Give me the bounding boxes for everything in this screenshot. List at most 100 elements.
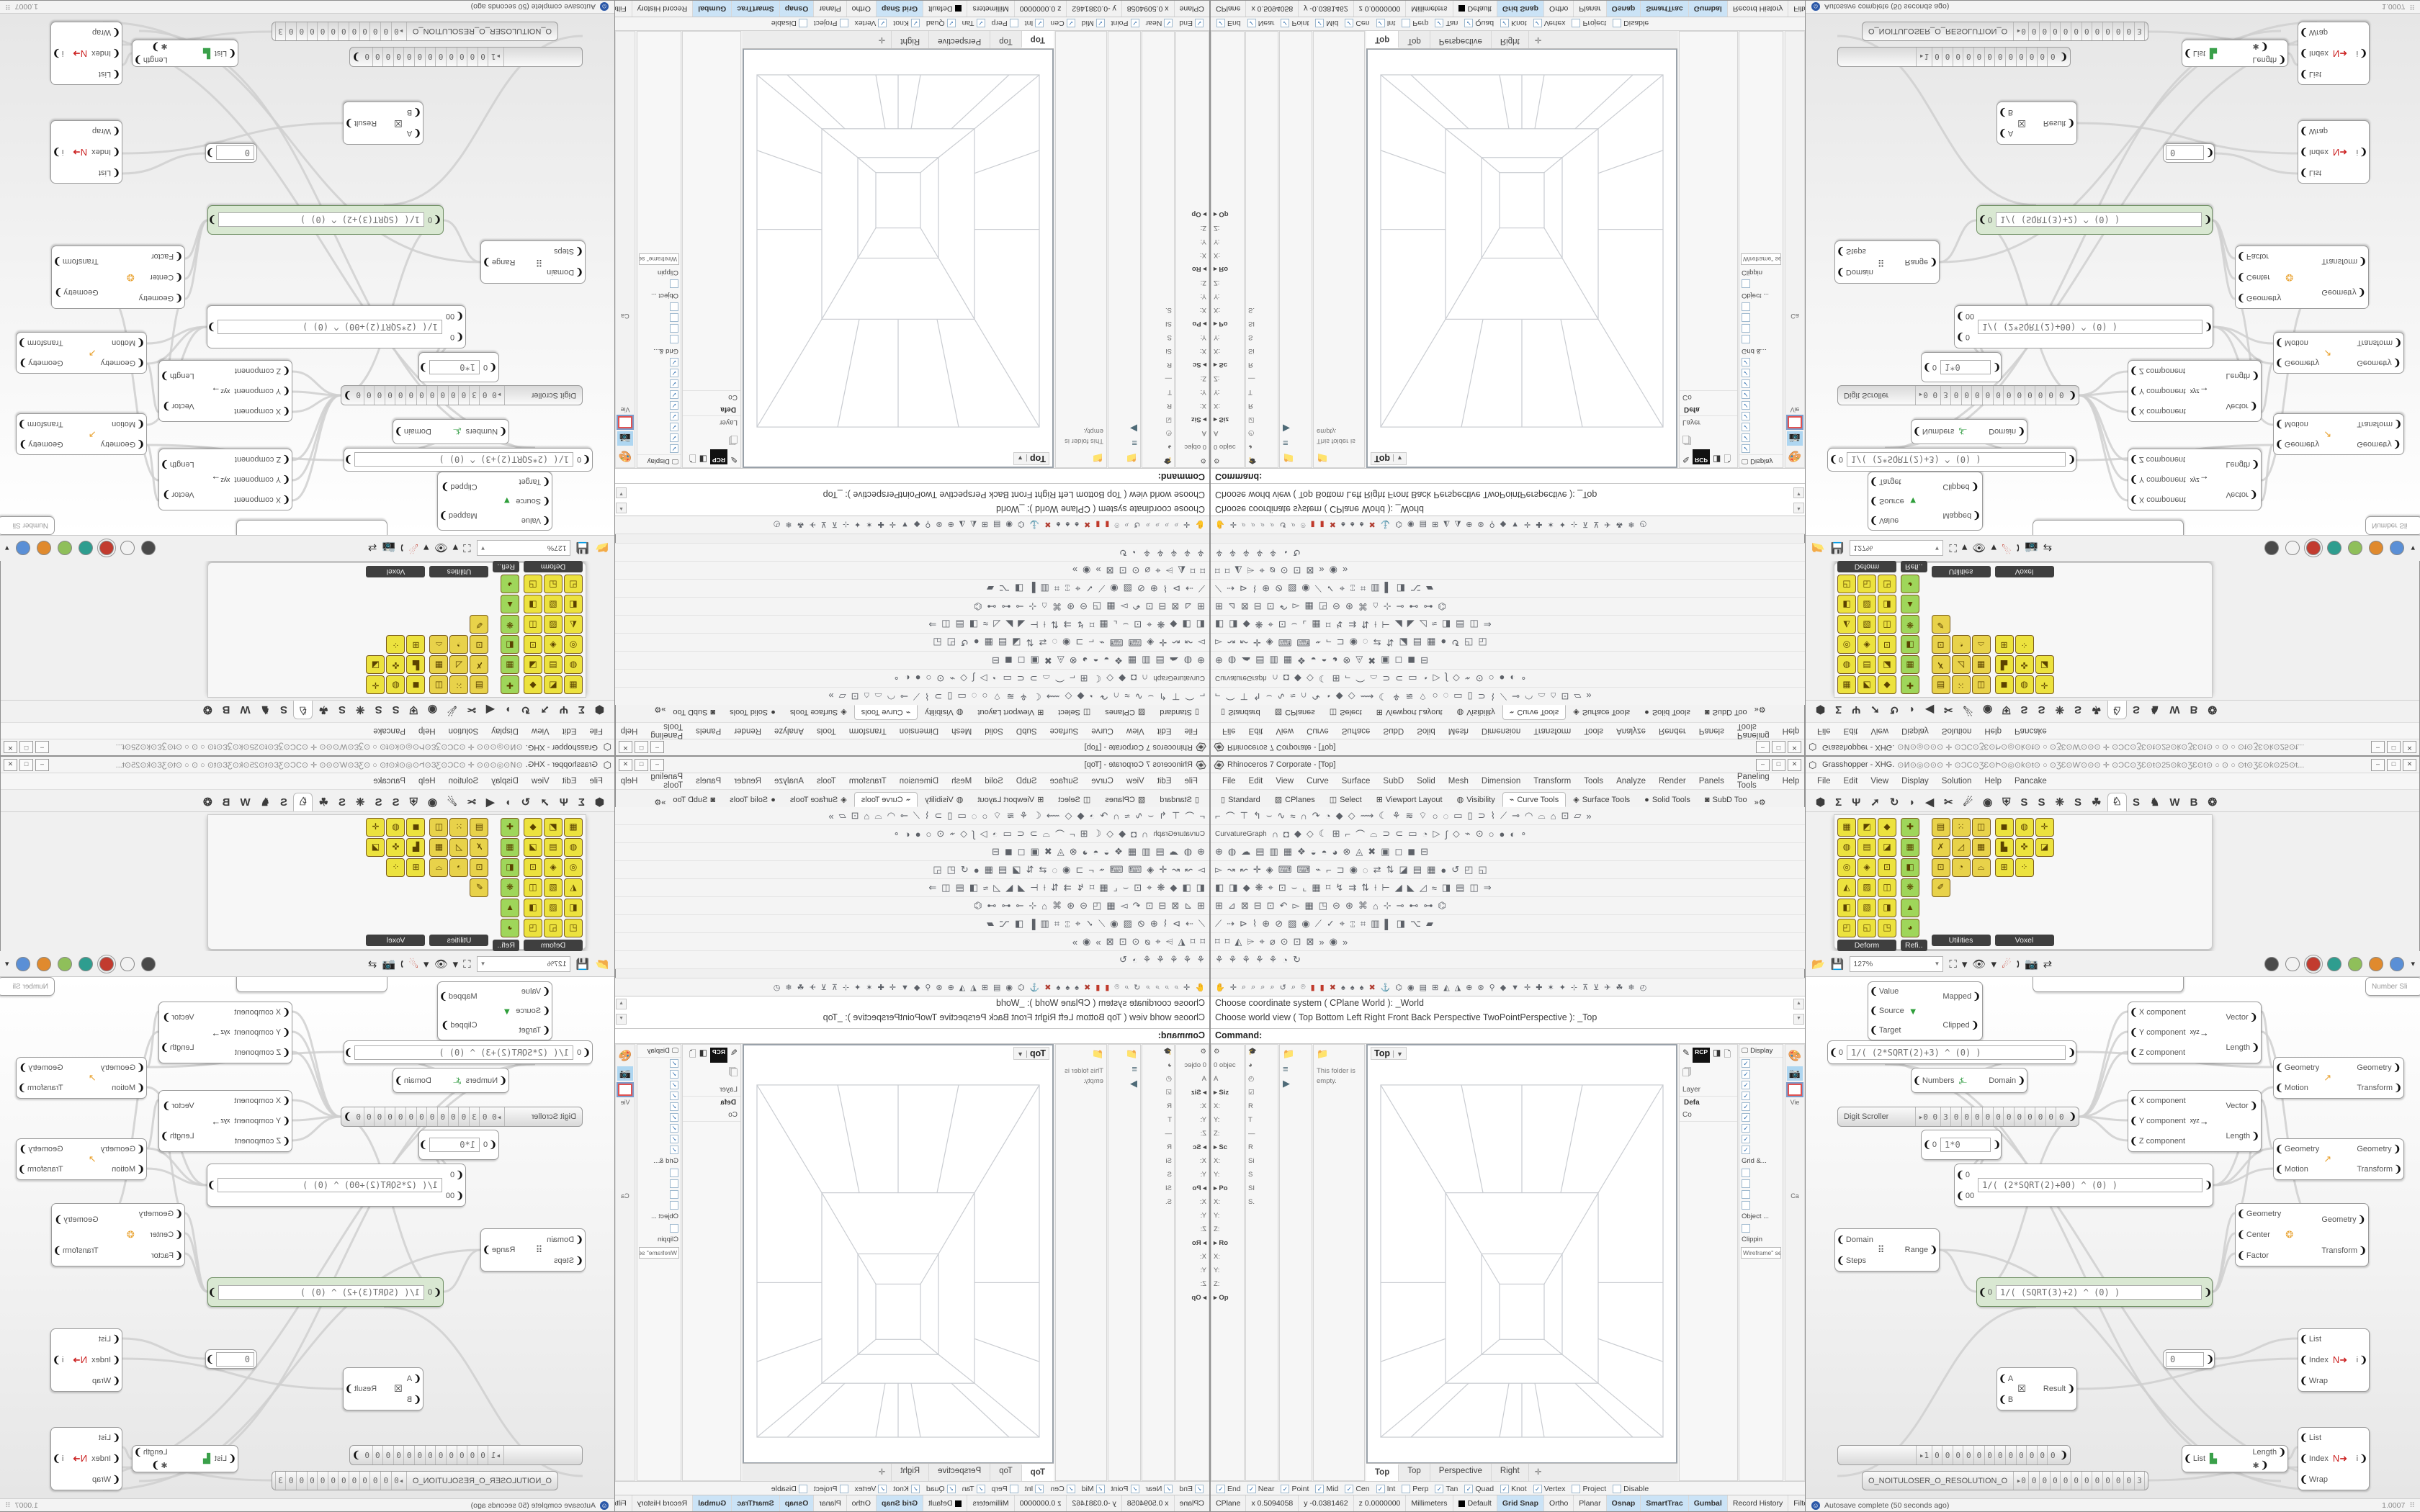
scroller-digit[interactable]: 0: [436, 48, 447, 66]
gh-plugin-tab[interactable]: W: [240, 703, 251, 716]
component-input[interactable]: ❨ B: [406, 107, 421, 119]
toolbar-icon[interactable]: ▭: [1453, 810, 1463, 821]
rhino-menu-item[interactable]: Render: [1658, 777, 1686, 786]
toolbar-icon[interactable]: ●: [1499, 672, 1505, 684]
rhino-menu-item[interactable]: View: [1276, 777, 1294, 786]
gh-group-footer[interactable]: Utilities: [429, 935, 489, 946]
toolbar-icon[interactable]: ⌒: [1355, 829, 1366, 840]
rhino-menu-item[interactable]: File: [1222, 726, 1236, 735]
nav-toolbar-icon[interactable]: ▮: [1310, 984, 1315, 992]
gh-component-icon[interactable]: ◧: [501, 635, 519, 654]
rhino-menu-item[interactable]: Curve: [1091, 726, 1113, 735]
properties-row[interactable]: X:: [1200, 347, 1206, 355]
toolbar-icon[interactable]: ▻: [1198, 864, 1205, 875]
toolbar-icon[interactable]: ⇉: [1348, 882, 1357, 893]
rhino-menu-item[interactable]: Surface: [1049, 777, 1079, 786]
component-input[interactable]: ❨ Index: [91, 48, 120, 60]
component-port[interactable]: ❩: [439, 991, 447, 1002]
component-port[interactable]: ❨: [1956, 1169, 1964, 1180]
component-port[interactable]: ❨: [137, 1164, 145, 1174]
component-output[interactable]: Length ❩: [161, 1130, 194, 1141]
gh-component-icon[interactable]: ◔: [449, 858, 469, 877]
mini-panel-row[interactable]: ◴: [1248, 1075, 1255, 1083]
minimize-button[interactable]: –: [1756, 741, 1770, 754]
toolbar-icon[interactable]: ◇: [1452, 673, 1460, 684]
gh-plugin-tab[interactable]: W: [2169, 703, 2180, 716]
component-input[interactable]: ❨ Wrap: [2300, 27, 2328, 39]
toolbar-icon[interactable]: ⌗: [1054, 583, 1060, 594]
mini-panel-row[interactable]: Si: [1165, 1157, 1172, 1165]
toolbar-icon[interactable]: ⊹: [1028, 900, 1037, 911]
gh-plugin-tab[interactable]: ♞: [260, 703, 271, 716]
component-port[interactable]: ❨: [1913, 1074, 1921, 1086]
gh-plugin-tab[interactable]: ❈: [2055, 703, 2065, 716]
gh-plugin-tab[interactable]: ◗: [1909, 796, 1916, 809]
viewport-top[interactable]: Top▼: [743, 48, 1054, 468]
properties-row[interactable]: Z:: [1200, 1280, 1206, 1288]
record-frame-icon[interactable]: [617, 415, 634, 430]
scroller-digit[interactable]: 0: [339, 1472, 350, 1490]
gh-component-icon[interactable]: ◿: [1951, 838, 1971, 857]
component-output[interactable]: Domain ❩: [1989, 1074, 2025, 1086]
toolbar-icon[interactable]: ⚘: [1196, 954, 1205, 965]
gh-component-icon[interactable]: ◰: [564, 575, 583, 593]
nav-toolbar-icon[interactable]: ✖: [1368, 984, 1376, 992]
rhino-menu-item[interactable]: Curve: [1307, 726, 1329, 735]
toolbar-icon[interactable]: ⊸: [900, 810, 908, 821]
nav-toolbar-icon[interactable]: ✛: [1229, 520, 1237, 528]
component-input[interactable]: ❨ Value: [521, 515, 550, 526]
mini-panel-row[interactable]: S.: [1165, 1198, 1172, 1206]
component-input[interactable]: ❨ 0: [427, 215, 442, 226]
component-port[interactable]: ❨: [1999, 107, 2007, 119]
osnap-toggle[interactable]: ✓ Point: [1281, 1484, 1309, 1493]
nav-toolbar-icon[interactable]: ❄: [1628, 984, 1635, 992]
tools-mini-panel[interactable]: 🎓 ◕ ◴ ☑ R T — R Si S SI S.: [1245, 1044, 1278, 1481]
component-input[interactable]: ❨ Domain: [1837, 267, 1873, 279]
gh-plugin-tab[interactable]: ☘: [2092, 703, 2102, 716]
rhino-toolbar-tab[interactable]: ◍ Visibility: [1450, 792, 1502, 807]
component-port[interactable]: ❩: [2251, 1042, 2259, 1053]
mini-panel-row[interactable]: T: [1168, 1116, 1172, 1124]
display-checkbox-row[interactable]: ✓: [637, 379, 681, 390]
right-icon-strip[interactable]: 🎨 📷 Vie Ca: [1785, 31, 1805, 468]
gh-plugin-tab[interactable]: ◉: [1983, 703, 1993, 716]
component-port[interactable]: ❨: [2237, 251, 2245, 263]
component-input[interactable]: ❨ Source: [516, 1004, 550, 1016]
nav-toolbar-icon[interactable]: ✶: [1547, 984, 1554, 992]
toolbar-icon[interactable]: ⊃: [1382, 828, 1391, 839]
gh-component-icon[interactable]: ❋: [1901, 615, 1919, 634]
component-port[interactable]: ❨: [456, 1189, 464, 1201]
gh-component-icon[interactable]: ◎: [564, 635, 583, 654]
scroller-digits[interactable]: ▸1 0 0 0 0 0 0 0 0 0 0 0 0: [362, 1446, 504, 1464]
component-port[interactable]: ❨: [2130, 495, 2138, 505]
component-port[interactable]: ❩: [2017, 1074, 2025, 1086]
number-slider-top[interactable]: [2033, 977, 2184, 992]
nav-toolbar-icon[interactable]: ◭: [1443, 984, 1450, 992]
scroller-digit[interactable]: 0: [349, 22, 360, 40]
nav-toolbar-icon[interactable]: ↺: [1279, 984, 1286, 992]
viewport-tab[interactable]: Perspective: [1430, 1464, 1492, 1481]
command-scroll-up[interactable]: ▲: [616, 503, 627, 513]
toolbar-icon[interactable]: ◻: [1017, 846, 1026, 857]
preview-mode-icon[interactable]: [2304, 539, 2323, 558]
component-port[interactable]: ❨: [112, 1473, 120, 1485]
toolbar-icon[interactable]: »: [828, 690, 834, 702]
status-segment[interactable]: Planar: [813, 1495, 846, 1511]
toolbar-icon[interactable]: ◼: [1407, 655, 1416, 666]
rhino-menu-item[interactable]: Tools: [816, 777, 836, 786]
gh-component-icon[interactable]: ◧: [564, 595, 583, 613]
layer-panel[interactable]: ✎ RCP ◨ 🗋 🗍 Layer Defa Co: [1679, 31, 1738, 468]
component-port[interactable]: ❩: [344, 1111, 351, 1122]
vector-xyz-2[interactable]: ❨ X component ❨ Y component ❨ Z component ˣʸᶻ→…: [158, 360, 292, 422]
checkbox-icon[interactable]: ✓: [1345, 19, 1354, 28]
toolbar-icon[interactable]: ▦: [1099, 882, 1108, 893]
page-icon[interactable]: 🗋: [689, 1049, 696, 1059]
toolbar-overflow-chevron[interactable]: »: [661, 705, 666, 714]
checkbox-icon[interactable]: ✓: [1742, 423, 1750, 432]
construct-domain[interactable]: ❨ Numbers ⍼ Domain ❩: [1911, 1068, 2027, 1093]
scroller-digit[interactable]: 0: [1982, 386, 1993, 405]
toolbar-icon[interactable]: ▱: [838, 691, 846, 702]
gh-component-icon[interactable]: ◨: [524, 899, 542, 917]
rhino-menu-item[interactable]: Analyze: [774, 777, 804, 786]
mini-panel-row[interactable]: R: [1248, 361, 1253, 369]
